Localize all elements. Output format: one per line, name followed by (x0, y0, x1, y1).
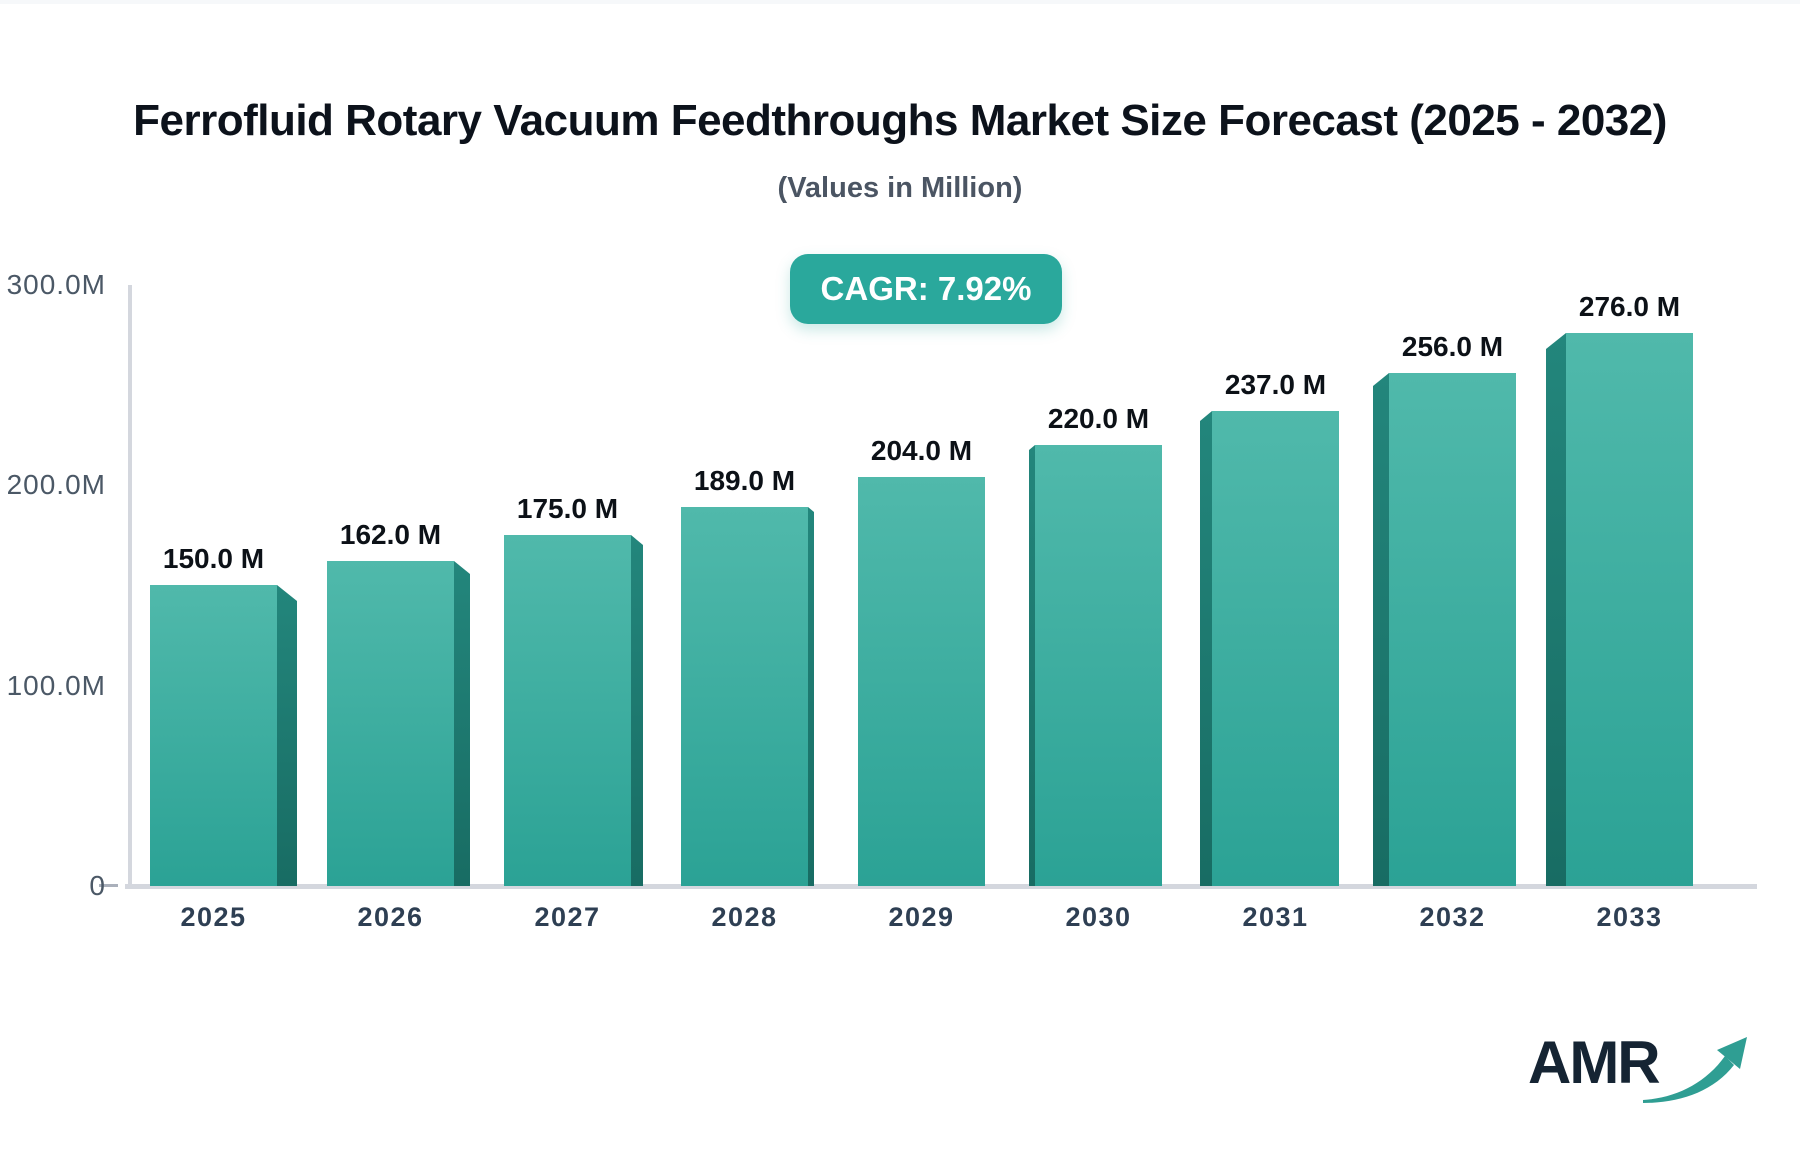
top-border (0, 0, 1800, 4)
bar (1035, 445, 1162, 886)
bar-value-label: 204.0 M (870, 435, 973, 466)
bar-value-label: 189.0 M (693, 465, 796, 496)
bar-side-face (808, 507, 814, 886)
y-axis-label: 300.0M (6, 269, 106, 300)
bar-side-face (1373, 373, 1389, 886)
bar (1389, 373, 1516, 886)
bar-value-label: 175.0 M (516, 493, 619, 524)
bar-side-face (277, 585, 297, 886)
chart-title: Ferrofluid Rotary Vacuum Feedthroughs Ma… (133, 96, 1667, 145)
bar (504, 535, 631, 886)
x-axis-tick-label: 2029 (888, 902, 955, 932)
y-axis-label: 0 (89, 870, 106, 901)
bar-value-label: 150.0 M (162, 543, 265, 574)
bar (1212, 411, 1339, 886)
amr-logo: AMR (1528, 1028, 1751, 1108)
bar-side-face (1200, 411, 1212, 886)
y-axis-label: 100.0M (6, 669, 106, 701)
bar-side-face (1029, 445, 1035, 886)
bar-value-label: 256.0 M (1401, 331, 1504, 362)
y-axis-label: 200.0M (6, 469, 106, 501)
growth-arrow-icon (1642, 1037, 1747, 1103)
x-axis-tick-label: 2025 (180, 902, 247, 932)
bar-value-label: 276.0 M (1578, 291, 1681, 322)
chart-subtitle: (Values in Million) (777, 172, 1023, 204)
bar (150, 585, 277, 886)
bar-side-face (1546, 333, 1566, 886)
x-axis-tick-label: 2033 (1596, 902, 1663, 932)
cagr-badge: CAGR: 7.92% (790, 254, 1062, 324)
bar (1566, 333, 1693, 886)
x-axis-tick-label: 2028 (711, 902, 778, 932)
x-axis-tick-label: 2032 (1419, 902, 1486, 932)
x-axis-tick-label: 2027 (534, 902, 601, 932)
bar-value-label: 162.0 M (339, 519, 442, 550)
bar-value-label: 237.0 M (1224, 369, 1327, 400)
bar (327, 561, 454, 886)
x-axis-tick-label: 2026 (357, 902, 424, 932)
bar (858, 477, 985, 886)
x-axis-tick-label: 2031 (1242, 902, 1309, 932)
bar-side-face (454, 561, 470, 886)
bar (681, 507, 808, 886)
bar-value-label: 220.0 M (1047, 403, 1150, 434)
x-axis-line (125, 884, 1757, 889)
bar-side-face (631, 535, 643, 886)
y-axis-line (128, 285, 132, 886)
zero-tick-mark (99, 884, 118, 887)
amr-logo-text: AMR (1528, 1029, 1661, 1096)
x-axis-tick-label: 2030 (1065, 902, 1132, 932)
